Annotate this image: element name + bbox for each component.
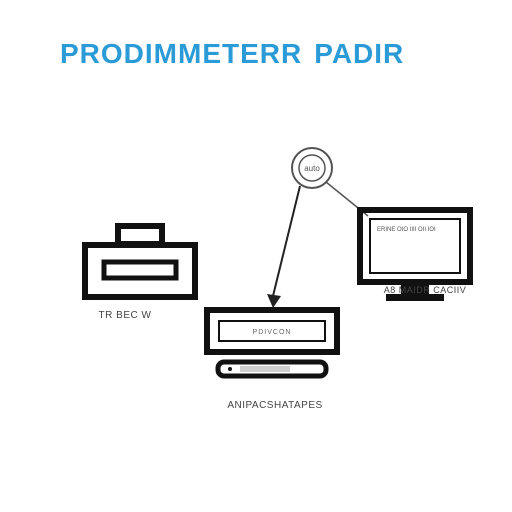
printer-icon: [85, 226, 195, 297]
server-icon: PDIVCON: [207, 310, 337, 376]
auto-label: auto: [304, 164, 320, 173]
monitor-inner-text: ERINE OIO IIII OII IOI: [371, 220, 471, 284]
server-inner-label: PDIVCON: [253, 329, 292, 336]
server-label: ANIPACSHATAPES: [200, 400, 350, 411]
edge-auto-server: [267, 186, 300, 308]
diagram-canvas: PRODIMMETERRPADIR auto PDIVC: [0, 0, 512, 512]
monitor-label: A8 MAIDR CACIIV: [355, 285, 495, 295]
printer-label: TR BEC W: [65, 310, 185, 321]
